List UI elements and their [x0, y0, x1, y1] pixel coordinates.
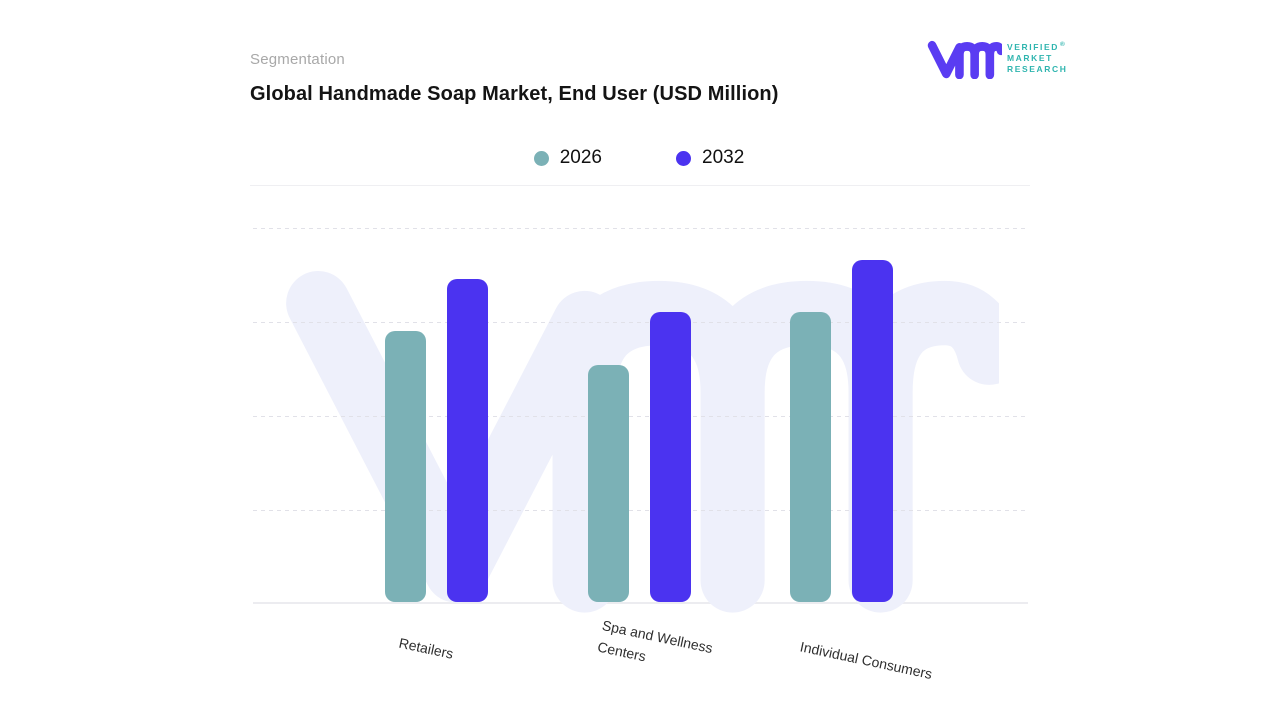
legend-label: 2026: [559, 147, 602, 168]
bar-2026-individual-consumers: [790, 312, 831, 602]
bar-2032-spa-and-wellness: [650, 312, 691, 602]
legend-item-2032[interactable]: 2032: [676, 147, 744, 169]
bars-layer: [253, 228, 1028, 602]
gridline: [253, 510, 1028, 511]
header-divider: [250, 185, 1030, 186]
eyebrow-label: Segmentation: [250, 51, 345, 68]
gridline: [253, 228, 1028, 229]
wordmark-line: MARKET: [1007, 52, 1053, 63]
plot-area: [253, 228, 1028, 613]
legend-label: 2032: [702, 147, 745, 168]
gridline: [253, 322, 1028, 323]
x-axis-label-spa-and-wellness-centers: Spa and Wellness Centers: [596, 617, 715, 665]
bar-2032-individual-consumers: [852, 260, 893, 602]
bar-2032-retailers: [447, 279, 488, 602]
vmr-monogram-icon: [927, 40, 1002, 79]
wordmark-line: RESEARCH: [1007, 63, 1068, 74]
page-title: Global Handmade Soap Market, End User (U…: [250, 83, 779, 105]
registered-trademark: ®: [1060, 41, 1065, 49]
legend-dot-2026-icon: [533, 150, 549, 166]
legend-dot-2032-icon: [676, 150, 691, 166]
bar-2026-spa-and-wellness: [588, 365, 629, 602]
bar-2026-retailers: [385, 331, 426, 602]
wordmark-line: VERIFIED®: [1007, 41, 1065, 52]
legend-item-2026[interactable]: 2026: [533, 147, 602, 169]
gridline: [253, 416, 1028, 417]
vmr-logo: VERIFIED® MARKET RESEARCH: [926, 37, 1068, 79]
vmr-logo-wordmark: VERIFIED® MARKET RESEARCH: [1007, 41, 1068, 75]
x-axis-label-individual-consumers: Individual Consumers: [798, 638, 934, 682]
x-axis-label-retailers: Retailers: [397, 634, 455, 662]
chart-legend: 2026 2032: [250, 147, 1028, 169]
